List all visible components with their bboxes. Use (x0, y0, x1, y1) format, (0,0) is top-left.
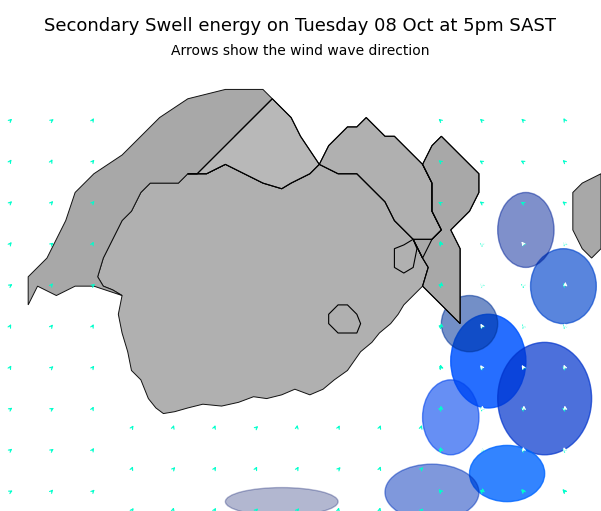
Text: Secondary Swell energy on Tuesday 08 Oct at 5pm SAST: Secondary Swell energy on Tuesday 08 Oct… (44, 17, 557, 35)
Ellipse shape (441, 295, 498, 352)
Text: Arrows show the wind wave direction: Arrows show the wind wave direction (171, 44, 430, 58)
Ellipse shape (451, 314, 526, 408)
Ellipse shape (469, 446, 545, 502)
Ellipse shape (423, 380, 479, 455)
Polygon shape (188, 99, 319, 189)
Polygon shape (413, 136, 479, 323)
Ellipse shape (385, 464, 479, 511)
Polygon shape (319, 118, 441, 258)
Polygon shape (28, 89, 272, 305)
Polygon shape (97, 165, 428, 413)
Ellipse shape (498, 193, 554, 267)
Ellipse shape (225, 487, 338, 511)
Ellipse shape (531, 249, 596, 323)
Ellipse shape (498, 342, 591, 455)
Polygon shape (573, 174, 601, 258)
